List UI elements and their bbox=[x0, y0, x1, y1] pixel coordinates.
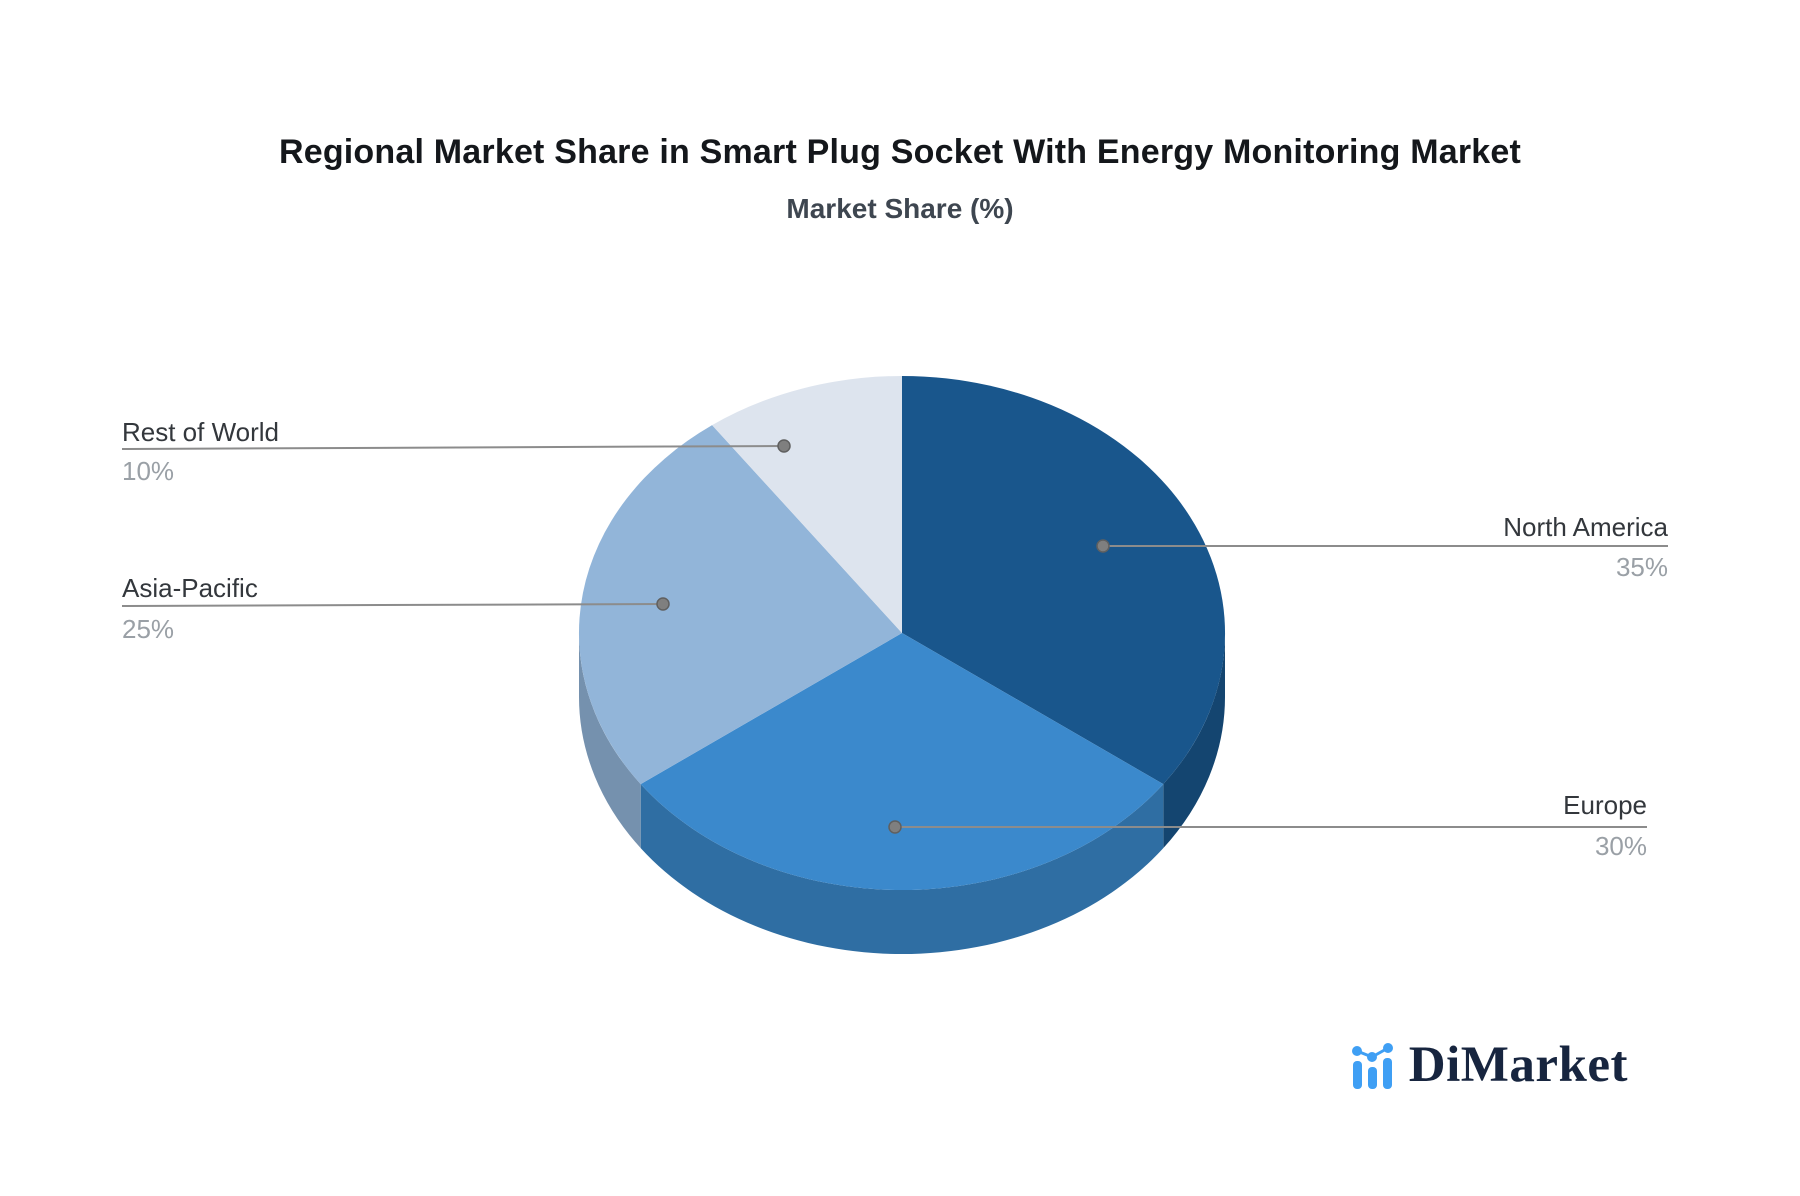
leader-dots-group bbox=[656, 439, 1110, 834]
bar-chart-logo-icon bbox=[1351, 1043, 1393, 1089]
leader-dot-europe bbox=[888, 820, 902, 834]
brand-name: DiMarket bbox=[1408, 1037, 1628, 1094]
brand-logo: DiMarket bbox=[1350, 1037, 1628, 1094]
callout-value-asia-pacific: 25% bbox=[122, 614, 175, 644]
pie-slice-side-north-america bbox=[1163, 633, 1225, 849]
callout-value-north-america: 35% bbox=[1615, 552, 1668, 582]
logo-bar bbox=[1367, 1067, 1377, 1089]
leader-dot-rest-of-world bbox=[777, 439, 791, 453]
pie-slice-rest-of-world[interactable] bbox=[712, 376, 902, 633]
logo-bar bbox=[1382, 1058, 1392, 1089]
page-title: Regional Market Share in Smart Plug Sock… bbox=[278, 133, 1522, 171]
callout-value-europe: 30% bbox=[1594, 831, 1647, 861]
pie-slice-side-europe bbox=[640, 784, 1164, 955]
leader-line-asia-pacific bbox=[121, 603, 664, 607]
logo-dot bbox=[1366, 1052, 1377, 1062]
callout-label-asia-pacific: Asia-Pacific bbox=[122, 573, 258, 603]
pie-3d-sides-group bbox=[579, 633, 1225, 955]
pie-slice-europe[interactable] bbox=[640, 633, 1164, 891]
callout-value-rest-of-world: 10% bbox=[122, 456, 175, 486]
leader-line-rest-of-world bbox=[121, 445, 785, 450]
page-subtitle: Market Share (%) bbox=[786, 193, 1014, 224]
logo-dot bbox=[1382, 1043, 1393, 1053]
callout-label-europe: Europe bbox=[1563, 790, 1647, 820]
pie-slices-group bbox=[578, 376, 1226, 891]
callout-label-north-america: North America bbox=[1503, 512, 1668, 542]
leader-dot-asia-pacific bbox=[656, 597, 670, 611]
pie-slice-asia-pacific[interactable] bbox=[578, 425, 902, 785]
pie-slice-north-america[interactable] bbox=[902, 376, 1226, 785]
logo-dot bbox=[1351, 1046, 1362, 1056]
callout-label-rest-of-world: Rest of World bbox=[122, 417, 280, 447]
leader-dot-north-america bbox=[1096, 539, 1110, 553]
leader-lines-group bbox=[121, 445, 1668, 828]
pie-slice-side-asia-pacific bbox=[579, 633, 641, 849]
logo-bar bbox=[1352, 1061, 1362, 1089]
